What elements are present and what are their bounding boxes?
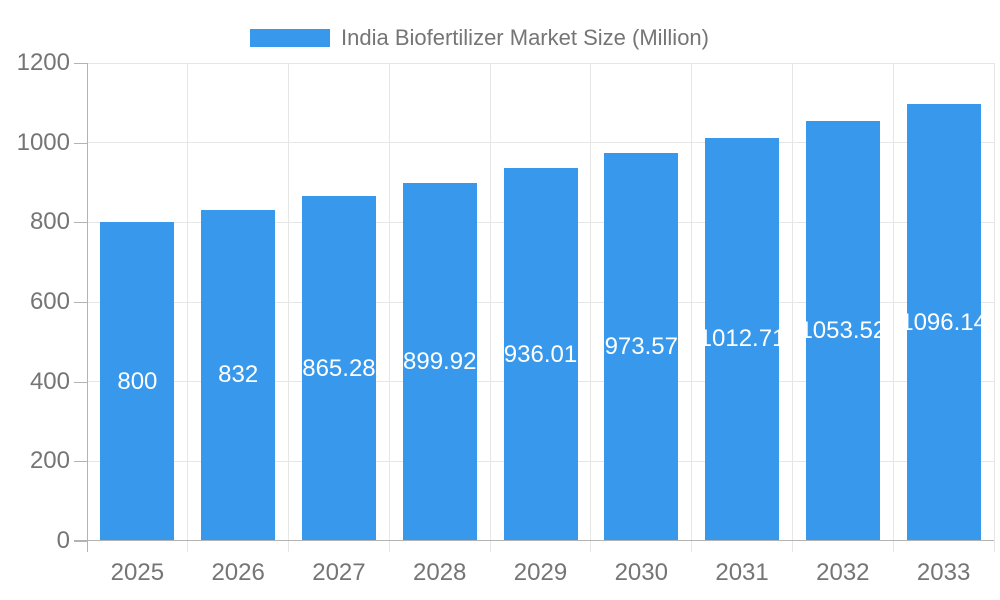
v-gridline: [489, 63, 491, 552]
y-tick-label: 1200: [16, 49, 70, 76]
x-tick-label: 2031: [715, 559, 769, 586]
bar[interactable]: 973.57: [604, 153, 679, 541]
v-gridline: [288, 63, 290, 552]
bar-value-label: 1053.52: [805, 317, 880, 345]
x-tick-label: 2027: [312, 559, 366, 586]
y-tick-mark: [74, 381, 87, 383]
bar[interactable]: 936.01: [503, 168, 578, 541]
h-gridline: [87, 142, 994, 144]
bar[interactable]: 899.92: [402, 182, 477, 541]
legend-item[interactable]: India Biofertilizer Market Size (Million…: [250, 25, 709, 51]
v-gridline: [590, 63, 592, 552]
y-tick-mark: [74, 222, 87, 224]
bar-value-label: 899.92: [403, 347, 477, 375]
y-tick-label: 400: [29, 367, 70, 395]
y-tick-label: 200: [29, 447, 70, 475]
bar[interactable]: 1096.14: [906, 104, 981, 541]
bar-value-label: 800: [117, 367, 158, 395]
y-axis-line: [86, 63, 88, 552]
bar[interactable]: 865.28: [301, 196, 376, 541]
v-gridline: [388, 63, 390, 552]
bar[interactable]: 1012.71: [705, 137, 780, 541]
bar-value-label: 865.28: [302, 354, 376, 382]
bar-value-label: 936.01: [503, 340, 578, 368]
h-gridline: [87, 62, 994, 64]
v-gridline: [993, 63, 995, 552]
x-tick-label: 2029: [513, 559, 568, 586]
y-tick-label: 0: [56, 527, 70, 554]
bar-value-label: 973.57: [604, 333, 678, 361]
v-gridline: [187, 63, 189, 552]
bar-value-label: 1096.14: [906, 308, 981, 336]
x-tick-label: 2026: [211, 559, 265, 586]
x-axis-line: [74, 540, 994, 541]
y-tick-label: 800: [29, 208, 70, 236]
x-tick-label: 2032: [816, 559, 870, 586]
bar-value-label: 1012.71: [705, 325, 780, 353]
v-gridline: [791, 63, 793, 552]
y-tick-mark: [74, 63, 87, 64]
bar-value-label: 832: [218, 361, 259, 389]
x-tick-label: 2033: [916, 559, 971, 586]
x-tick-label: 2028: [413, 559, 467, 586]
x-tick-label: 2025: [110, 559, 165, 586]
legend-label: India Biofertilizer Market Size (Million…: [341, 25, 709, 50]
y-tick-label: 1000: [16, 128, 70, 156]
y-tick-mark: [74, 142, 87, 144]
y-tick-mark: [74, 302, 87, 303]
bar[interactable]: 832: [201, 209, 276, 541]
bar[interactable]: 1053.52: [805, 121, 880, 541]
v-gridline: [691, 63, 693, 552]
y-tick-label: 600: [29, 288, 70, 315]
legend-swatch: [250, 29, 330, 47]
bar[interactable]: 800: [100, 222, 175, 541]
x-tick-label: 2030: [614, 559, 668, 586]
y-tick-mark: [74, 541, 87, 542]
v-gridline: [892, 63, 894, 552]
plot-area: 800 832 865.28 899.92 936.01 973.57 1012.71 105…: [86, 62, 995, 552]
y-tick-mark: [74, 461, 87, 463]
